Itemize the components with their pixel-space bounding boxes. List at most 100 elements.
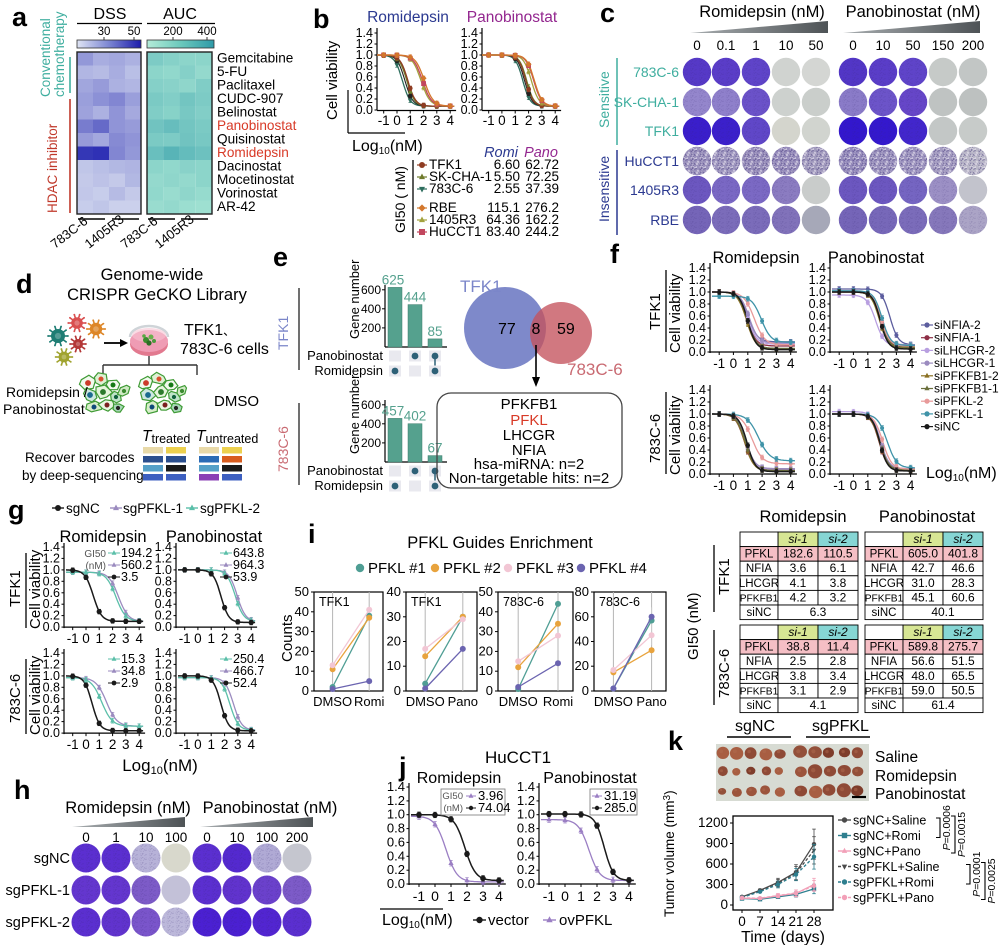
- svg-text:0.0: 0.0: [689, 345, 706, 359]
- svg-text:Log10(nM): Log10(nM): [122, 756, 198, 777]
- svg-text:-1: -1: [67, 737, 79, 752]
- svg-text:LHCGR: LHCGR: [739, 671, 779, 683]
- svg-text:0.2: 0.2: [43, 609, 60, 623]
- svg-text:783C-6: 783C-6: [647, 414, 664, 463]
- svg-text:Ttreated: Ttreated: [142, 428, 190, 446]
- svg-text:50: 50: [295, 584, 309, 599]
- svg-text:0.8: 0.8: [461, 59, 478, 73]
- svg-text:LHCGR: LHCGR: [503, 427, 556, 444]
- svg-text:1.0: 1.0: [689, 407, 706, 421]
- svg-text:siNC: siNC: [872, 700, 897, 712]
- svg-text:30: 30: [387, 609, 401, 624]
- svg-text:Cell viability: Cell viability: [27, 549, 44, 629]
- svg-text:Pano: Pano: [448, 694, 478, 709]
- svg-text:TFK1: TFK1: [460, 277, 502, 296]
- svg-text:HuCCT1: HuCCT1: [625, 153, 680, 169]
- svg-text:1.4: 1.4: [155, 540, 172, 554]
- svg-text:59: 59: [557, 321, 575, 338]
- svg-text:20: 20: [575, 658, 589, 673]
- svg-text:1.4: 1.4: [461, 26, 478, 40]
- svg-text:643.8: 643.8: [233, 546, 264, 560]
- svg-text:Dacinostat: Dacinostat: [217, 159, 281, 174]
- svg-text:2.8: 2.8: [830, 654, 847, 668]
- svg-text:-1: -1: [543, 888, 556, 904]
- svg-text:chemotherapy: chemotherapy: [52, 11, 67, 97]
- svg-text:TFK1: TFK1: [7, 570, 24, 607]
- svg-text:b: b: [313, 4, 330, 34]
- svg-text:0.6: 0.6: [809, 431, 826, 445]
- svg-text:0.4: 0.4: [43, 703, 60, 717]
- svg-text:sgNC+Romi: sgNC+Romi: [853, 829, 921, 843]
- svg-text:60: 60: [575, 609, 589, 624]
- svg-text:1.2: 1.2: [387, 793, 405, 808]
- svg-text:783C-6: 783C-6: [275, 426, 291, 472]
- svg-text:0.6: 0.6: [689, 431, 706, 445]
- svg-text:4: 4: [787, 478, 795, 493]
- svg-text:60.6: 60.6: [951, 590, 975, 604]
- svg-text:0.6: 0.6: [155, 586, 172, 600]
- svg-text:g: g: [8, 495, 25, 525]
- svg-text:3: 3: [479, 888, 487, 904]
- svg-text:52.4: 52.4: [233, 676, 257, 690]
- svg-text:1: 1: [752, 38, 760, 53]
- svg-text:j: j: [398, 752, 407, 782]
- svg-text:RBE: RBE: [429, 200, 457, 215]
- svg-text:85: 85: [427, 324, 442, 339]
- svg-text:PFKFB1: PFKFB1: [865, 686, 904, 697]
- svg-text:2: 2: [420, 113, 428, 128]
- svg-text:1.4: 1.4: [809, 383, 826, 397]
- svg-text:0.2: 0.2: [517, 862, 535, 877]
- svg-text:si-1: si-1: [913, 625, 932, 639]
- svg-text:Romi: Romi: [354, 694, 384, 709]
- svg-text:si-2: si-2: [953, 532, 973, 546]
- svg-text:NFIA: NFIA: [871, 656, 898, 668]
- svg-text:NFIA: NFIA: [871, 563, 898, 575]
- svg-text:siNFIA-2: siNFIA-2: [934, 318, 981, 332]
- svg-text:4.2: 4.2: [790, 590, 807, 604]
- svg-text:3.96: 3.96: [478, 788, 503, 803]
- svg-text:sgPFKL-1: sgPFKL-1: [123, 501, 183, 516]
- svg-text:65.5: 65.5: [951, 669, 975, 683]
- svg-text:3: 3: [609, 888, 617, 904]
- svg-text:3: 3: [893, 478, 901, 493]
- svg-text:Romidepsin: Romidepsin: [314, 478, 383, 493]
- svg-text:1.4: 1.4: [517, 779, 535, 794]
- svg-text:Vorinostat: Vorinostat: [217, 186, 278, 201]
- svg-text:0.1: 0.1: [717, 38, 736, 53]
- svg-text:Log10(nM): Log10(nM): [382, 912, 453, 931]
- svg-text:TFK1: TFK1: [429, 157, 462, 172]
- svg-text:0.6: 0.6: [809, 309, 826, 323]
- svg-text:30: 30: [295, 624, 309, 639]
- svg-text:0: 0: [849, 38, 857, 53]
- svg-text:2: 2: [758, 478, 766, 493]
- svg-text:1.4: 1.4: [43, 540, 60, 554]
- svg-text:1.0: 1.0: [809, 407, 826, 421]
- svg-text:CRISPR GeCKO Library: CRISPR GeCKO Library: [67, 286, 247, 304]
- svg-text:50: 50: [128, 26, 141, 38]
- svg-text:56.6: 56.6: [911, 654, 935, 668]
- svg-text:0.4: 0.4: [689, 321, 706, 335]
- svg-text:4: 4: [907, 356, 915, 371]
- svg-text:3: 3: [122, 631, 130, 646]
- svg-text:SK-CHA-1: SK-CHA-1: [429, 169, 492, 184]
- svg-text:c: c: [600, 0, 615, 28]
- svg-text:si-1: si-1: [788, 625, 807, 639]
- svg-text:1405R3: 1405R3: [82, 212, 127, 252]
- svg-text:6.60: 6.60: [494, 157, 520, 172]
- svg-text:50: 50: [905, 38, 920, 53]
- svg-text:TFK1: TFK1: [647, 293, 664, 330]
- svg-text:4: 4: [495, 888, 503, 904]
- svg-text:HuCCT1: HuCCT1: [429, 224, 482, 239]
- svg-text:siLHCGR-1: siLHCGR-1: [934, 356, 996, 370]
- svg-text:RBE: RBE: [650, 212, 679, 228]
- svg-text:LHCGR: LHCGR: [864, 578, 904, 590]
- svg-text:PFKFB1: PFKFB1: [501, 396, 558, 413]
- svg-text:3: 3: [433, 113, 441, 128]
- svg-text:0.0: 0.0: [356, 103, 373, 117]
- svg-text:40: 40: [479, 604, 493, 619]
- svg-text:400: 400: [361, 417, 381, 431]
- svg-text:0.8: 0.8: [387, 821, 405, 836]
- svg-text:2: 2: [878, 478, 886, 493]
- svg-text:457: 457: [382, 403, 405, 418]
- svg-text:1.2: 1.2: [809, 273, 826, 287]
